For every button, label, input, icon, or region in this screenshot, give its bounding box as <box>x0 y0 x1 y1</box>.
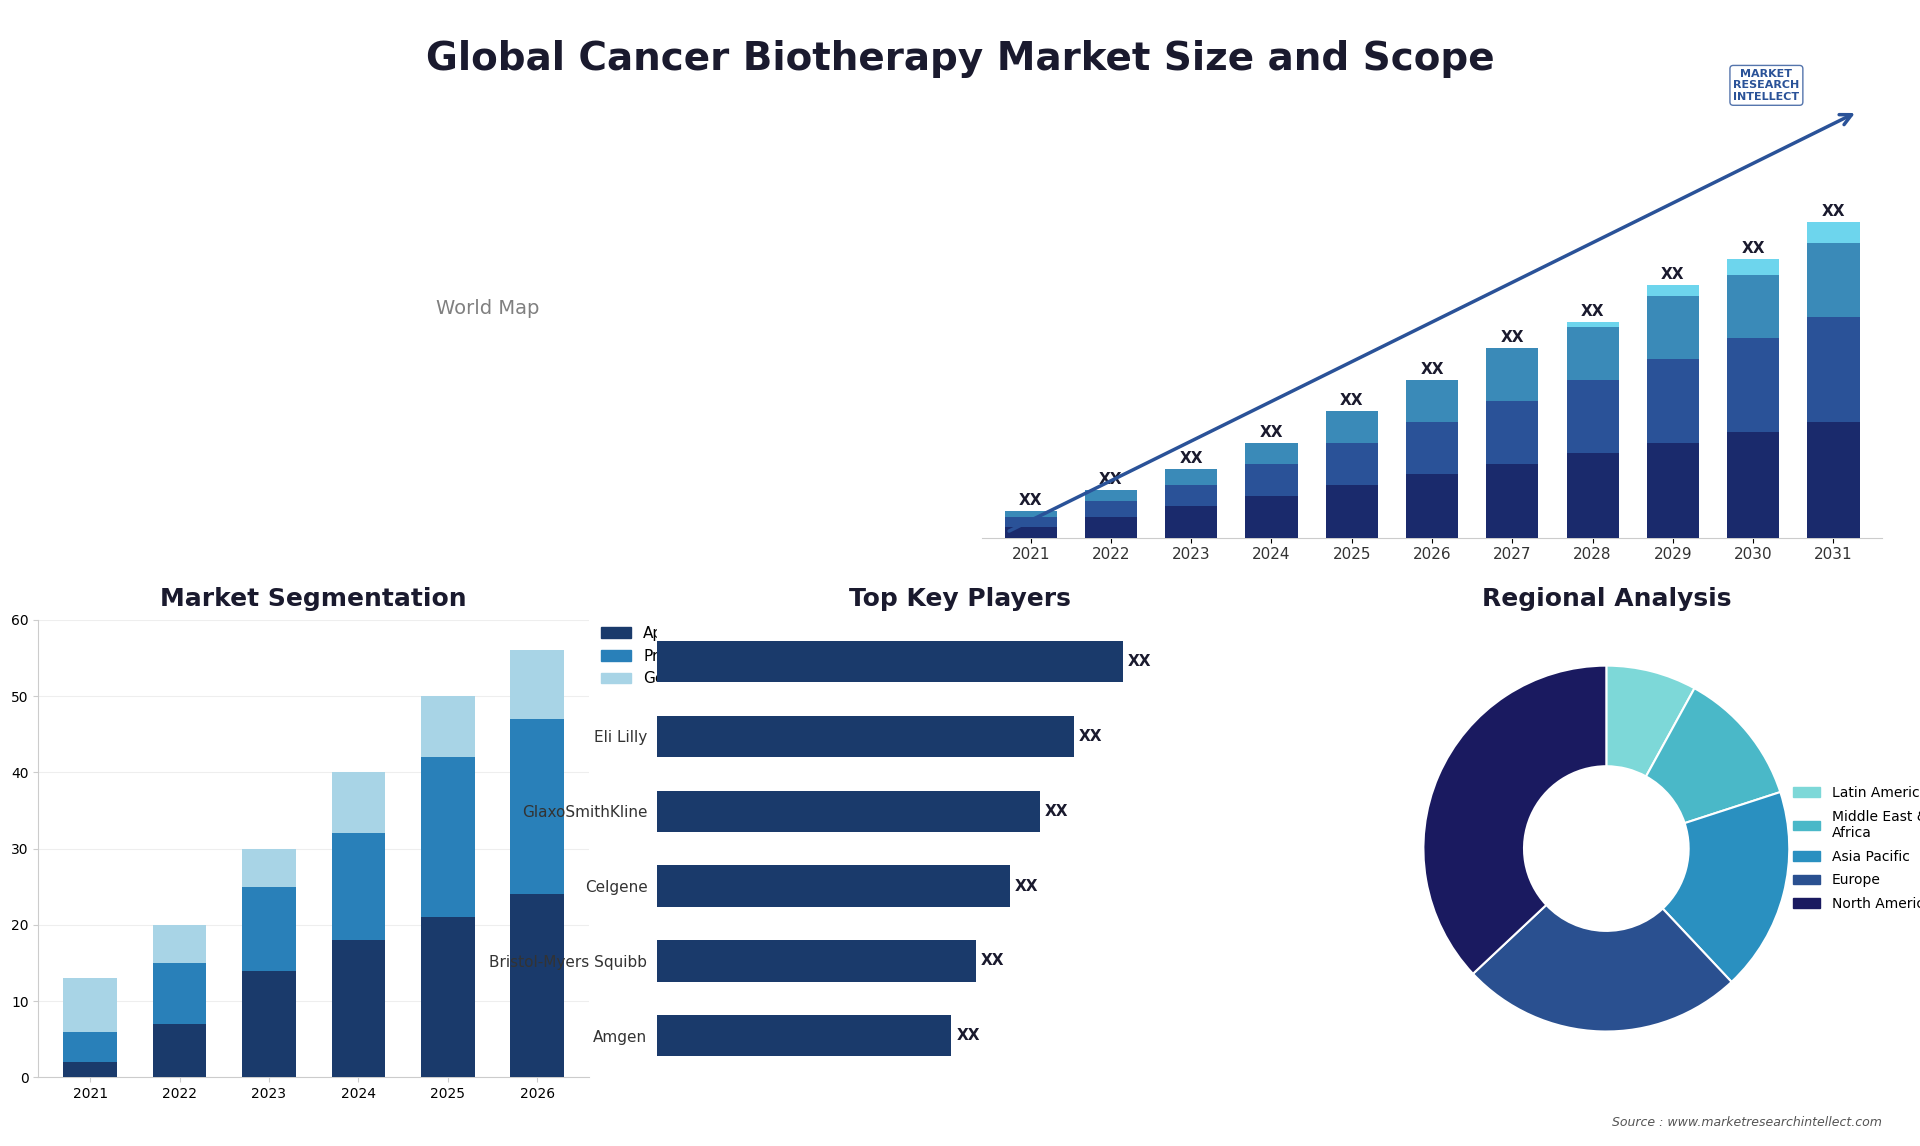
Text: XX: XX <box>1127 653 1152 669</box>
Bar <box>657 865 1010 906</box>
Text: World Map: World Map <box>436 299 540 319</box>
Text: Source : www.marketresearchintellect.com: Source : www.marketresearchintellect.com <box>1611 1116 1882 1129</box>
Bar <box>1567 328 1619 379</box>
Bar <box>1246 464 1298 495</box>
Bar <box>1246 444 1298 464</box>
Wedge shape <box>1473 905 1732 1031</box>
Bar <box>154 925 207 963</box>
Bar <box>657 715 1073 756</box>
Bar <box>1647 285 1699 296</box>
Bar <box>1728 338 1780 432</box>
Bar <box>657 1015 952 1057</box>
Bar <box>1647 444 1699 537</box>
Text: XX: XX <box>956 1028 979 1043</box>
Bar <box>1085 501 1137 517</box>
Bar <box>1405 379 1457 422</box>
Text: XX: XX <box>981 953 1004 968</box>
Bar <box>1486 464 1538 537</box>
Text: XX: XX <box>1098 472 1123 487</box>
Bar <box>1486 348 1538 401</box>
Bar <box>1165 507 1217 537</box>
Bar <box>1807 222 1860 243</box>
Bar <box>1647 296 1699 359</box>
Text: XX: XX <box>1661 267 1684 282</box>
Text: XX: XX <box>1421 362 1444 377</box>
Bar <box>1325 444 1379 485</box>
Title: Regional Analysis: Regional Analysis <box>1482 587 1732 611</box>
Bar <box>242 887 296 971</box>
Wedge shape <box>1607 666 1695 777</box>
Bar <box>1567 322 1619 328</box>
Text: XX: XX <box>1340 393 1363 408</box>
Bar <box>1325 485 1379 537</box>
Title: Top Key Players: Top Key Players <box>849 587 1071 611</box>
Bar <box>420 917 474 1077</box>
Legend: Latin America, Middle East &
Africa, Asia Pacific, Europe, North America: Latin America, Middle East & Africa, Asi… <box>1788 780 1920 917</box>
Bar <box>1004 527 1056 537</box>
Bar <box>332 833 386 940</box>
Bar <box>1246 495 1298 537</box>
Bar <box>1085 490 1137 501</box>
Text: XX: XX <box>1016 879 1039 894</box>
Text: MARKET
RESEARCH
INTELLECT: MARKET RESEARCH INTELLECT <box>1734 69 1799 102</box>
Text: XX: XX <box>1020 493 1043 508</box>
Wedge shape <box>1423 666 1607 974</box>
Bar <box>242 848 296 887</box>
Bar <box>1405 474 1457 537</box>
Bar <box>1647 359 1699 444</box>
Bar <box>1004 517 1056 527</box>
Bar <box>1728 432 1780 537</box>
Bar <box>1567 454 1619 537</box>
Wedge shape <box>1663 792 1789 982</box>
Text: XX: XX <box>1501 330 1524 345</box>
Bar <box>1728 259 1780 275</box>
Bar <box>1567 379 1619 454</box>
Wedge shape <box>1645 689 1780 823</box>
Text: XX: XX <box>1822 204 1845 219</box>
Bar <box>657 941 975 981</box>
Bar <box>1325 411 1379 444</box>
Bar <box>1807 316 1860 422</box>
Bar <box>1807 422 1860 537</box>
Bar <box>420 758 474 917</box>
Text: XX: XX <box>1044 803 1068 818</box>
Bar <box>511 719 564 894</box>
Bar <box>154 963 207 1023</box>
Bar <box>1807 243 1860 316</box>
Text: XX: XX <box>1580 304 1605 319</box>
Bar <box>63 1062 117 1077</box>
Bar <box>420 696 474 758</box>
Text: XX: XX <box>1079 729 1102 744</box>
Bar <box>154 1023 207 1077</box>
Legend: Application, Product, Geography: Application, Product, Geography <box>595 620 735 692</box>
Bar <box>1165 485 1217 507</box>
Bar <box>1405 422 1457 474</box>
Bar <box>332 772 386 833</box>
Bar <box>1085 517 1137 537</box>
Text: XX: XX <box>1260 425 1283 440</box>
Bar <box>511 651 564 719</box>
Bar <box>63 979 117 1031</box>
Bar <box>332 940 386 1077</box>
Bar <box>1486 401 1538 464</box>
Bar <box>63 1031 117 1062</box>
Text: Global Cancer Biotherapy Market Size and Scope: Global Cancer Biotherapy Market Size and… <box>426 40 1494 78</box>
Bar <box>1728 275 1780 338</box>
Bar <box>242 971 296 1077</box>
Text: XX: XX <box>1741 241 1764 256</box>
Title: Market Segmentation: Market Segmentation <box>161 587 467 611</box>
Bar <box>1165 469 1217 485</box>
Bar <box>1004 511 1056 517</box>
Text: XX: XX <box>1179 452 1204 466</box>
Bar <box>657 791 1041 832</box>
Bar <box>511 894 564 1077</box>
Bar <box>657 641 1123 682</box>
